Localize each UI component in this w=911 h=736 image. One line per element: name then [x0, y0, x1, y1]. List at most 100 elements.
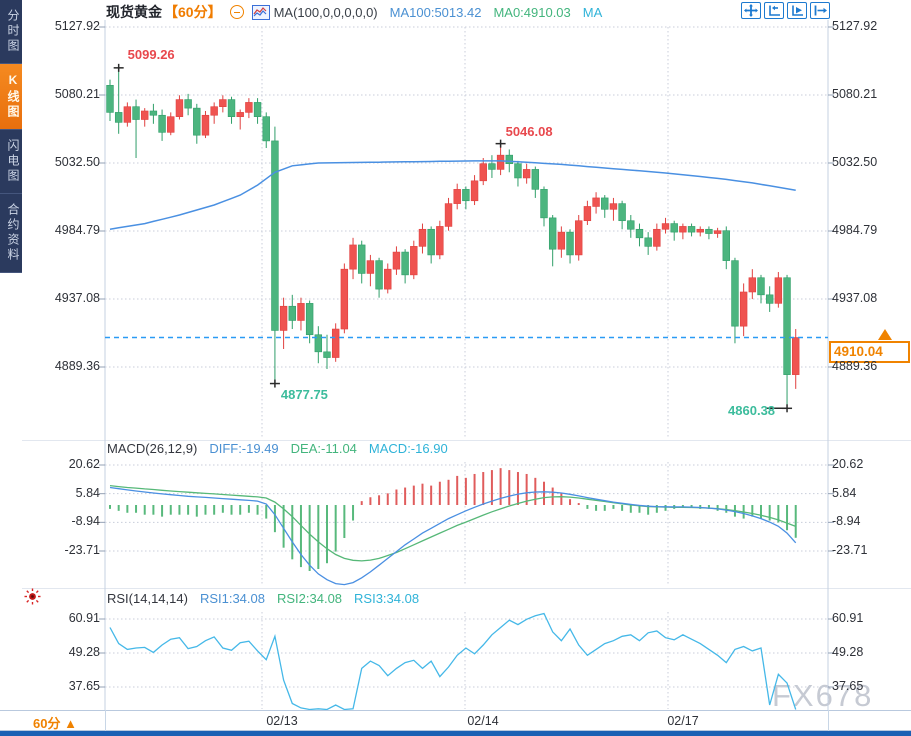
candle-body	[193, 107, 201, 136]
y-axis-label: 49.28	[68, 645, 100, 659]
candle-body	[722, 230, 730, 261]
axes-reset-icon[interactable]	[764, 2, 784, 19]
rsi2-value: RSI2:34.08	[276, 591, 343, 606]
candle-body	[314, 334, 323, 353]
candle-body	[158, 114, 166, 133]
candle-body	[271, 140, 279, 331]
candle-body	[358, 244, 366, 274]
candle-body	[583, 206, 592, 222]
collapse-icon[interactable]	[229, 5, 244, 19]
candle-body	[592, 197, 600, 207]
sidebar-item-lightning-chart[interactable]: 闪电图	[0, 130, 22, 194]
candle-body	[123, 106, 132, 123]
candle-body	[427, 228, 435, 256]
candle-body	[236, 112, 244, 117]
candle-body	[496, 154, 505, 170]
watermark: FX678	[772, 678, 874, 713]
candle-body	[653, 228, 661, 247]
bottom-blue-strip	[0, 731, 911, 736]
candle-body	[488, 163, 496, 170]
rsi-line	[109, 612, 797, 711]
macd-header: MACD(26,12,9) DIFF:-19.49 DEA:-11.04 MAC…	[107, 441, 448, 456]
candle-body	[384, 268, 392, 290]
rsi3-value: RSI3:34.08	[354, 591, 420, 606]
y-axis-label: -23.71	[64, 543, 100, 557]
sidebar: 分时图 K线图 闪电图 合约资料	[0, 0, 22, 273]
candle-body	[305, 303, 314, 336]
candle-body	[167, 116, 175, 133]
candle-body	[253, 102, 262, 117]
y-axis-label: 37.65	[68, 679, 100, 693]
y-axis-label: 5032.50	[54, 155, 100, 169]
jump-latest-icon[interactable]	[810, 2, 830, 19]
candle-body	[175, 99, 184, 117]
sidebar-item-time-chart[interactable]: 分时图	[0, 0, 22, 64]
candle-body	[288, 305, 296, 321]
candle-body	[132, 106, 140, 120]
y-axis-label: -23.71	[832, 543, 868, 557]
ma-more-value: MA	[582, 4, 603, 20]
candle-body	[635, 228, 644, 239]
candle-body	[575, 220, 583, 256]
macd-diff-line	[109, 486, 797, 586]
candle-body	[540, 189, 548, 219]
x-axis-date: 02/13	[266, 714, 298, 728]
main-chart-header: 现货黄金 【60分】 MA(100,0,0,0,0,0) MA100:5013.…	[106, 2, 602, 22]
candle-body	[375, 260, 383, 290]
ma100-line	[109, 160, 796, 231]
candle-body	[670, 223, 678, 233]
price-annotation: 4860.38	[728, 403, 776, 419]
candle-body	[792, 337, 800, 375]
candle-body	[297, 303, 305, 321]
candle-body	[401, 251, 409, 276]
candle-body	[410, 246, 418, 276]
chart-toolbar	[741, 2, 830, 19]
candle-body	[444, 203, 453, 227]
candle-body	[601, 197, 609, 210]
candle-body	[227, 99, 236, 117]
y-axis-label: 5080.21	[54, 87, 100, 101]
candle-body	[436, 226, 444, 256]
candle-body	[731, 260, 739, 327]
candle-body	[696, 228, 704, 233]
candle-body	[627, 220, 635, 230]
rsi-header: RSI(14,14,14) RSI1:34.08 RSI2:34.08 RSI3…	[107, 591, 419, 606]
candle-body	[245, 102, 253, 113]
candle-body	[418, 228, 427, 247]
candle-body	[531, 169, 540, 190]
candle-body	[323, 351, 331, 358]
macd-indicator-name[interactable]: MACD(26,12,9)	[107, 441, 198, 456]
candle-body	[644, 237, 652, 247]
macd-diff-value: DIFF:-19.49	[209, 441, 279, 456]
period-badge[interactable]: 【60分】	[164, 4, 222, 20]
candle-body	[522, 169, 531, 179]
realtime-alert-icon[interactable]	[24, 588, 41, 610]
bottom-bar-divider	[105, 710, 106, 731]
candle-body	[739, 291, 748, 327]
price-up-triangle-icon	[878, 329, 892, 340]
candle-body	[713, 230, 722, 234]
candle-body	[618, 203, 626, 222]
candle-body	[262, 116, 270, 142]
indicator-chart-icon[interactable]	[251, 4, 270, 20]
sidebar-item-kline-chart[interactable]: K线图	[0, 64, 22, 130]
rsi-indicator-name[interactable]: RSI(14,14,14)	[107, 591, 188, 606]
candle-body	[514, 163, 522, 179]
ma0-value: MA0:4910.03	[493, 4, 571, 20]
candle-body	[453, 189, 461, 204]
indicator-label[interactable]: MA(100,0,0,0,0,0)	[273, 4, 378, 20]
candle-body	[748, 277, 757, 293]
axes-play-icon[interactable]	[787, 2, 807, 19]
candle-body	[184, 99, 192, 109]
candle-body	[765, 294, 774, 304]
y-axis-label: -8.94	[832, 514, 861, 529]
candle-body	[757, 277, 765, 296]
rsi1-value: RSI1:34.08	[199, 591, 265, 606]
y-axis-label: 5127.92	[54, 19, 100, 33]
period-label[interactable]: 60分 ▲	[33, 716, 77, 731]
y-axis-label: 5.84	[75, 485, 100, 500]
y-axis-label: 20.62	[832, 457, 864, 471]
sidebar-item-contract-info[interactable]: 合约资料	[0, 194, 22, 273]
pan-tool-icon[interactable]	[741, 2, 761, 19]
